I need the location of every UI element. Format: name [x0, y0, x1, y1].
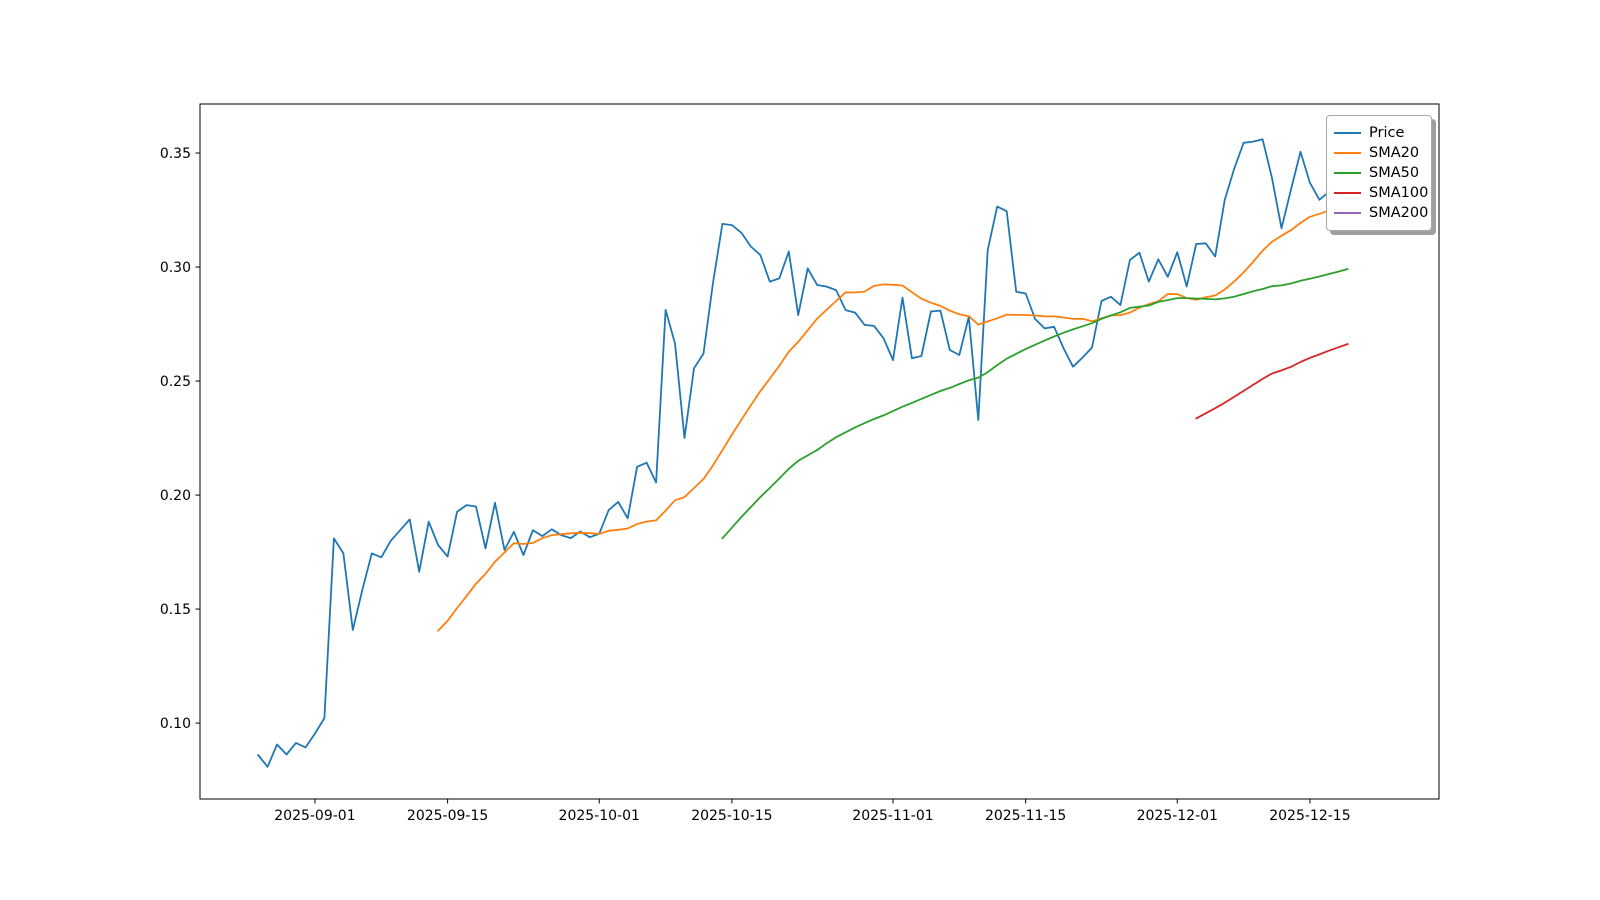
legend-row: SMA200	[1334, 203, 1428, 223]
price-line-swatch-icon	[1334, 132, 1361, 134]
legend-row: Price	[1334, 123, 1423, 143]
sma50-line-swatch-icon	[1334, 172, 1361, 174]
x-tick-label: 2025-11-01	[852, 808, 933, 824]
legend-label-sma100: SMA100	[1369, 185, 1429, 201]
axis-ticks	[195, 152, 1311, 804]
data-lines	[257, 138, 1349, 768]
legend: Price SMA20 SMA50 SMA100 SMA200	[1326, 115, 1432, 231]
legend-row: SMA100	[1334, 183, 1428, 203]
x-tick-label: 2025-11-15	[985, 808, 1066, 824]
y-tick-label: 0.30	[160, 260, 191, 276]
y-tick-label: 0.15	[160, 602, 191, 618]
sma20-line	[437, 202, 1349, 632]
x-tick-label: 2025-09-15	[407, 808, 488, 824]
x-tick-label: 2025-12-15	[1269, 808, 1350, 824]
legend-label-sma20: SMA20	[1369, 145, 1420, 161]
sma200-line-swatch-icon	[1334, 212, 1361, 214]
y-tick-label: 0.35	[160, 146, 191, 162]
sma100-line-swatch-icon	[1334, 192, 1361, 194]
sma50-line	[721, 268, 1349, 540]
price-line	[257, 138, 1349, 768]
y-tick-label: 0.25	[160, 374, 191, 390]
x-tick-label: 2025-12-01	[1137, 808, 1218, 824]
legend-row: SMA50	[1334, 163, 1423, 183]
legend-label-sma50: SMA50	[1369, 165, 1420, 181]
y-tick-label: 0.20	[160, 488, 191, 504]
legend-row: SMA20	[1334, 143, 1423, 163]
axis-tick-labels: 2025-09-01 2025-09-15 2025-10-01 2025-10-15…	[160, 146, 1351, 824]
x-tick-label: 2025-09-01	[274, 808, 355, 824]
x-tick-label: 2025-10-01	[559, 808, 640, 824]
x-tick-label: 2025-10-15	[691, 808, 772, 824]
legend-label-sma200: SMA200	[1369, 205, 1429, 221]
y-tick-label: 0.10	[160, 716, 191, 732]
axes-frame	[199, 103, 1440, 800]
legend-label-price: Price	[1369, 125, 1405, 141]
sma20-line-swatch-icon	[1334, 152, 1361, 154]
sma100-line	[1195, 343, 1349, 420]
